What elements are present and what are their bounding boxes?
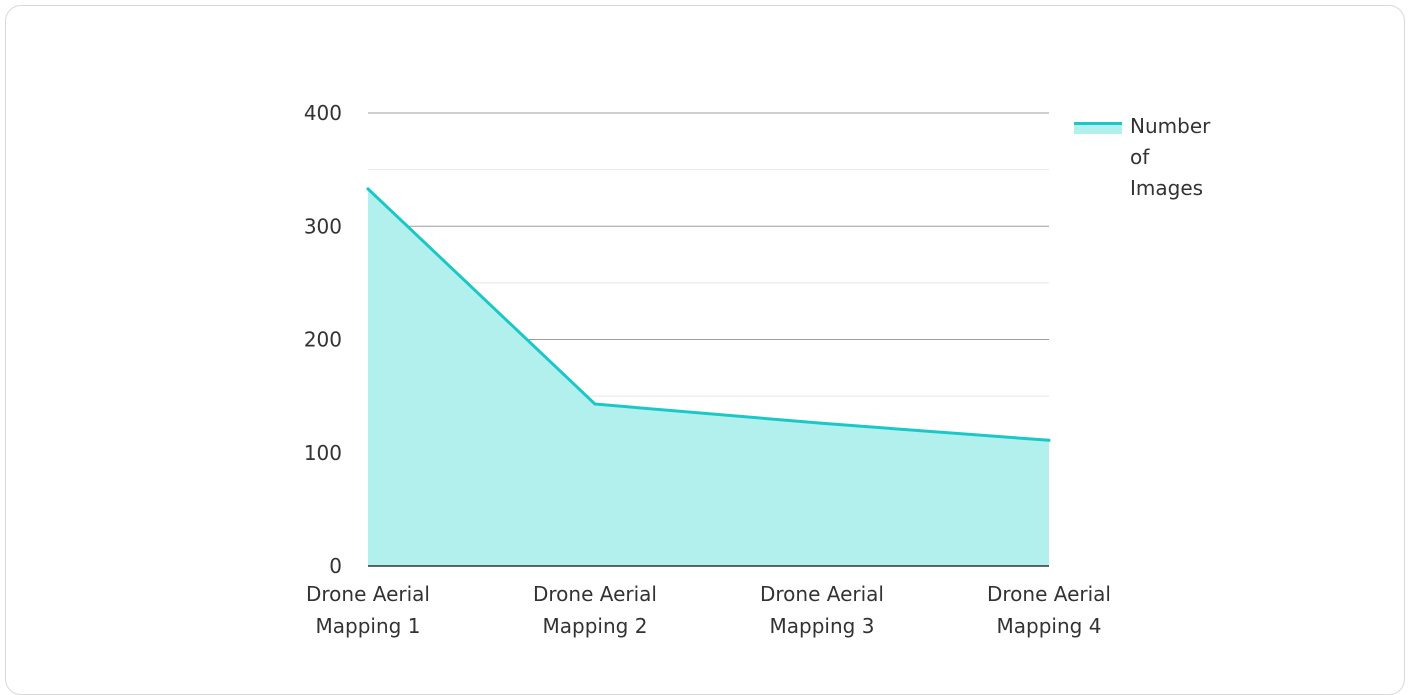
series-line-path (366, 187, 1051, 442)
x-tick-label: Drone Aerial Mapping 3 (760, 582, 884, 638)
chart-card (5, 5, 1405, 695)
x-tick-label-line: Drone Aerial (533, 582, 657, 606)
x-tick-label-line: Mapping 3 (770, 614, 875, 638)
x-tick-label-line: Mapping 2 (543, 614, 648, 638)
legend-label: Number of Images (1130, 114, 1211, 200)
y-axis-tick-labels: 0 100 200 300 400 (304, 101, 342, 578)
x-tick-label-line: Drone Aerial (760, 582, 884, 606)
x-tick-label-line: Drone Aerial (987, 582, 1111, 606)
data-point-3 (820, 421, 824, 425)
data-point-2 (593, 402, 597, 406)
y-tick-label: 100 (304, 441, 342, 465)
x-tick-label-line: Mapping 4 (997, 614, 1102, 638)
y-tick-label: 200 (304, 328, 342, 352)
series-line (366, 187, 1051, 442)
legend-swatch (1074, 122, 1122, 134)
x-tick-label: Drone Aerial Mapping 4 (987, 582, 1111, 638)
data-point-1 (366, 187, 370, 191)
y-tick-label: 300 (304, 214, 342, 238)
x-tick-label: Drone Aerial Mapping 1 (306, 582, 430, 638)
series-area (368, 188, 1049, 566)
data-point-4 (1047, 438, 1051, 442)
area-fill (368, 188, 1049, 566)
x-axis-tick-labels: Drone Aerial Mapping 1 Drone Aerial Mapping… (306, 582, 1111, 638)
x-tick-label-line: Mapping 1 (316, 614, 421, 638)
y-tick-label: 0 (329, 554, 342, 578)
y-tick-label: 400 (304, 101, 342, 125)
x-tick-label-line: Drone Aerial (306, 582, 430, 606)
x-tick-label: Drone Aerial Mapping 2 (533, 582, 657, 638)
